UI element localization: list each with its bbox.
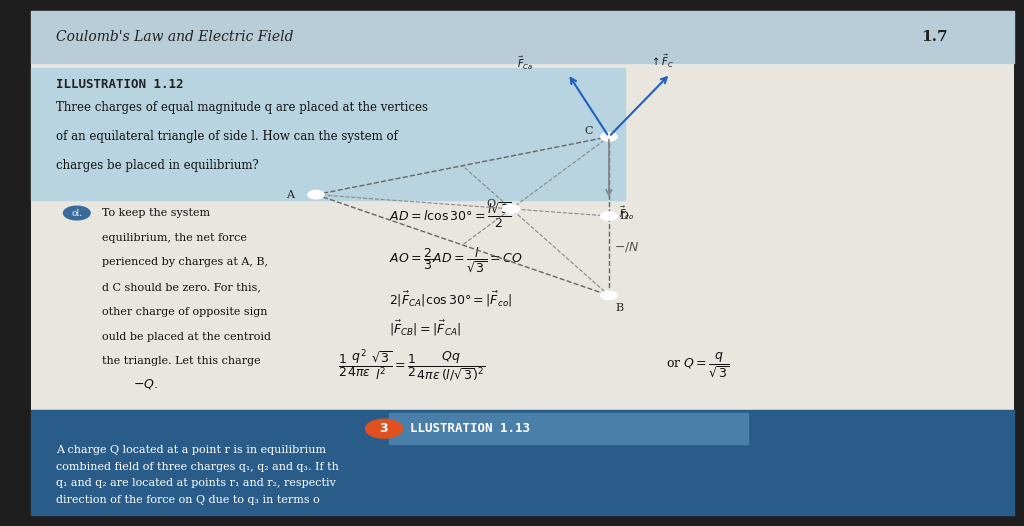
Text: $|\vec{F}_{CB}| = |\vec{F}_{CA}|$: $|\vec{F}_{CB}| = |\vec{F}_{CA}|$	[389, 319, 461, 338]
Text: B: B	[615, 304, 624, 313]
Circle shape	[601, 133, 617, 141]
Text: ILLUSTRATION 1.12: ILLUSTRATION 1.12	[56, 78, 184, 90]
Bar	[31, 68, 625, 200]
Text: To keep the system: To keep the system	[102, 208, 211, 218]
Text: q₁ and q₂ are located at points r₁ and r₂, respectiv: q₁ and q₂ are located at points r₁ and r…	[56, 478, 336, 489]
Text: $\uparrow\vec{F}_{C}$: $\uparrow\vec{F}_{C}$	[650, 53, 674, 69]
Text: $-Q.$: $-Q.$	[133, 377, 158, 391]
Text: $AO = \dfrac{2}{3}AD = \dfrac{l}{\sqrt{3}} = CO$: $AO = \dfrac{2}{3}AD = \dfrac{l}{\sqrt{3…	[389, 246, 522, 275]
Circle shape	[601, 291, 617, 299]
Text: $\vec{F}_{co}$: $\vec{F}_{co}$	[620, 205, 635, 222]
Text: combined field of three charges q₁, q₂ and q₃. If th: combined field of three charges q₁, q₂ a…	[56, 461, 339, 472]
Text: $2|\vec{F}_{CA}|\cos 30° = |\vec{F}_{co}|$: $2|\vec{F}_{CA}|\cos 30° = |\vec{F}_{co}…	[389, 290, 512, 309]
Text: D: D	[620, 211, 629, 221]
Text: ould be placed at the centroid: ould be placed at the centroid	[102, 331, 271, 342]
Text: C: C	[584, 126, 593, 137]
Text: $\vec{F}_{Ca}$: $\vec{F}_{Ca}$	[517, 55, 532, 72]
Circle shape	[308, 190, 325, 199]
Text: ol.: ol.	[72, 208, 82, 218]
Text: A: A	[287, 189, 295, 200]
Text: direction of the force on Q due to q₃ in terms o: direction of the force on Q due to q₃ in…	[56, 495, 321, 505]
Text: O: O	[486, 199, 496, 209]
Text: Three charges of equal magnitude q are placed at the vertices: Three charges of equal magnitude q are p…	[56, 102, 428, 114]
Bar	[31, 11, 1014, 63]
Text: 1.7: 1.7	[922, 30, 948, 44]
Text: $\dfrac{1}{2}\dfrac{q^2}{4\pi\varepsilon}\dfrac{\sqrt{3}}{l^2} = \dfrac{1}{2}\df: $\dfrac{1}{2}\dfrac{q^2}{4\pi\varepsilon…	[338, 348, 485, 383]
Text: $-/N$: $-/N$	[614, 240, 640, 254]
Circle shape	[503, 205, 519, 213]
Text: Coulomb's Law and Electric Field: Coulomb's Law and Electric Field	[56, 30, 294, 44]
Text: perienced by charges at A, B,: perienced by charges at A, B,	[102, 257, 268, 268]
Text: 3: 3	[380, 422, 388, 435]
Bar	[389, 413, 748, 444]
Text: $AD = l\cos 30° = \dfrac{l\sqrt{3}}{2}$: $AD = l\cos 30° = \dfrac{l\sqrt{3}}{2}$	[389, 201, 512, 230]
Circle shape	[601, 212, 617, 220]
Circle shape	[366, 419, 402, 438]
Bar	[31, 410, 1014, 515]
Text: other charge of opposite sign: other charge of opposite sign	[102, 307, 268, 317]
Text: LLUSTRATION 1.13: LLUSTRATION 1.13	[410, 422, 529, 435]
Text: the triangle. Let this charge: the triangle. Let this charge	[102, 356, 261, 367]
Text: d C should be zero. For this,: d C should be zero. For this,	[102, 282, 261, 292]
Text: charges be placed in equilibrium?: charges be placed in equilibrium?	[56, 159, 259, 172]
Text: or $Q = \dfrac{q}{\sqrt{3}}$: or $Q = \dfrac{q}{\sqrt{3}}$	[666, 351, 729, 380]
Circle shape	[63, 206, 90, 220]
Text: equilibrium, the net force: equilibrium, the net force	[102, 232, 247, 243]
Text: of an equilateral triangle of side l. How can the system of: of an equilateral triangle of side l. Ho…	[56, 130, 398, 143]
Text: A charge Q located at a point r is in equilibrium: A charge Q located at a point r is in eq…	[56, 444, 327, 455]
